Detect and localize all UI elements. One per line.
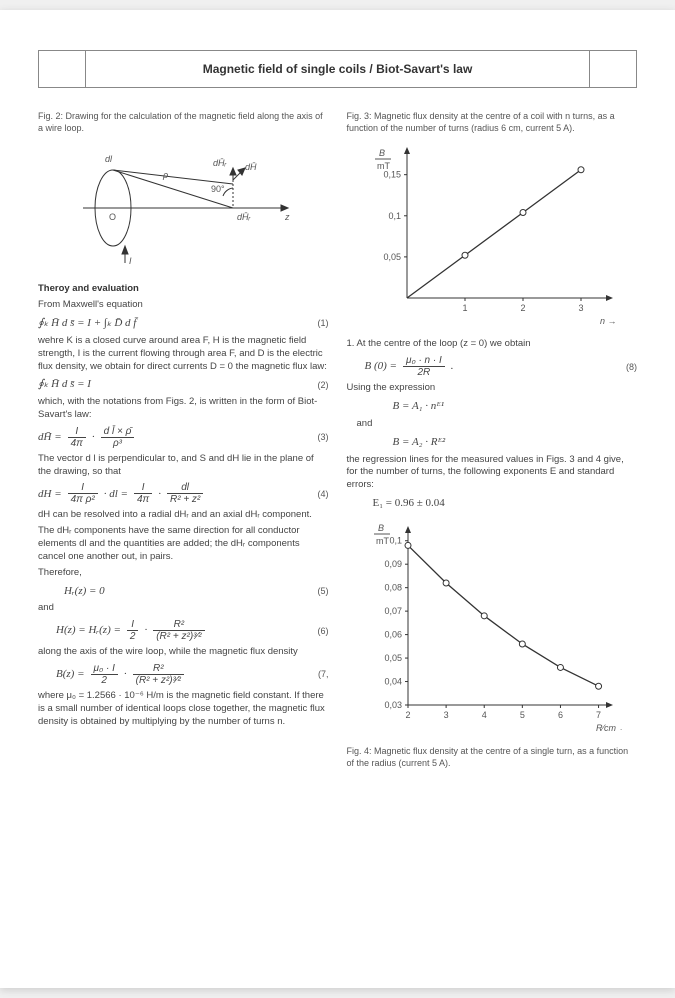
regression-a: B = A₁ · nᴱ¹	[347, 399, 638, 414]
eq2-number: (2)	[318, 379, 329, 391]
svg-text:3: 3	[443, 710, 448, 720]
equation-5: Hᵣ(z) = 0 (5)	[38, 584, 329, 599]
theory-heading: Theroy and evaluation	[38, 283, 329, 296]
fig2-O-label: O	[109, 212, 116, 222]
equation-2: ∮ₖ H̄ d s̄ = I (2)	[38, 377, 329, 392]
svg-text:6: 6	[558, 710, 563, 720]
para-8: and	[38, 602, 329, 615]
eq3-frac-b: d l̄ × ρ̄ ρ³	[101, 426, 135, 449]
right-column: Fig. 3: Magnetic flux density at the cen…	[347, 110, 638, 772]
equation-6: H(z) = Hᵣ(z) = I 2 · R² (R² + z²)³⁄² (6)	[38, 619, 329, 642]
fig3-chart: BmT0,150,10,05123n →	[362, 138, 622, 328]
svg-text:0,07: 0,07	[384, 606, 402, 616]
para-from-maxwell: From Maxwell's equation	[38, 299, 329, 312]
svg-text:0,05: 0,05	[384, 653, 402, 663]
svg-text:0,06: 0,06	[384, 629, 402, 639]
para-3: which, with the notations from Figs. 2, …	[38, 396, 329, 422]
fig4-chart: BmT0,1 0,09 0,08 0,07 0,06 0,05 0,04 0,032 3 4 5 6 7…	[362, 515, 622, 735]
svg-text:0,1: 0,1	[389, 536, 402, 546]
page-title: Magnetic field of single coils / Biot-Sa…	[86, 51, 589, 87]
eq3-number: (3)	[318, 431, 329, 443]
title-box-right	[589, 51, 636, 87]
para-5: dH can be resolved into a radial dHᵣ and…	[38, 509, 329, 522]
svg-text:7: 7	[596, 710, 601, 720]
fig4-caption: Fig. 4: Magnetic flux density at the cen…	[347, 745, 638, 769]
svg-text:B: B	[378, 523, 384, 533]
svg-text:0,15: 0,15	[383, 170, 401, 180]
columns: Fig. 2: Drawing for the calculation of t…	[38, 110, 637, 772]
equation-4: dH = I 4π ρ² · dl = I 4π · dl R² + z² (4…	[38, 482, 329, 505]
svg-text:0,03: 0,03	[384, 700, 402, 710]
exponent-e1: E₁ = 0.96 ± 0.04	[347, 496, 638, 511]
right-p2: Using the expression	[347, 382, 638, 395]
fig2-dHr-label: dH̄ᵣ	[213, 158, 227, 168]
equation-7: B(z) = μ₀ · I 2 · R² (R² + z²)³⁄² (7,	[38, 663, 329, 686]
fig2-dHz-label: dH̄ᵣ	[237, 212, 251, 222]
eq2-body: ∮ₖ H̄ d s̄ = I	[38, 377, 91, 392]
svg-text:B: B	[379, 148, 385, 158]
svg-text:3: 3	[578, 303, 583, 313]
svg-text:0,1: 0,1	[388, 211, 401, 221]
title-bar: Magnetic field of single coils / Biot-Sa…	[38, 50, 637, 88]
page: Magnetic field of single coils / Biot-Sa…	[0, 10, 675, 988]
svg-text:2: 2	[405, 710, 410, 720]
fig2-dl-label: dl	[105, 154, 113, 164]
svg-text:1: 1	[462, 303, 467, 313]
svg-text:0,05: 0,05	[383, 252, 401, 262]
eq1-number: (1)	[318, 317, 329, 329]
svg-text:R⁄cm →: R⁄cm →	[596, 723, 622, 733]
svg-text:5: 5	[520, 710, 525, 720]
regression-b: B = A₂ · Rᴱ²	[347, 435, 638, 450]
eq4-number: (4)	[318, 488, 329, 500]
para-10: where μ₀ = 1.2566 · 10⁻⁶ H/m is the magn…	[38, 690, 329, 728]
left-column: Fig. 2: Drawing for the calculation of t…	[38, 110, 329, 772]
svg-text:mT: mT	[376, 536, 389, 546]
svg-text:0,08: 0,08	[384, 583, 402, 593]
para-6: The dHᵣ components have the same directi…	[38, 525, 329, 563]
para-7: Therefore,	[38, 567, 329, 580]
right-p1: 1. At the centre of the loop (z = 0) we …	[347, 338, 638, 351]
para-4: The vector d l is perpendicular to, and …	[38, 453, 329, 479]
equation-3: dH̄ = I 4π · d l̄ × ρ̄ ρ³ (3)	[38, 426, 329, 449]
right-and: and	[357, 418, 638, 431]
title-box-left	[39, 51, 86, 87]
equation-8: B (0) = μ₀ · n · I 2R . (8)	[347, 355, 638, 378]
svg-text:0,04: 0,04	[384, 676, 402, 686]
para-9: along the axis of the wire loop, while t…	[38, 646, 329, 659]
right-p3: the regression lines for the measured va…	[347, 454, 638, 492]
eq1-body: ∮ₖ H̄ d s̄ = I + ∫ₖ D̄ d f̄	[38, 316, 136, 331]
svg-text:4: 4	[481, 710, 486, 720]
fig2-diagram: dl ρ dH̄ᵣ dH̄ 90° dH̄ᵣ O z I	[63, 138, 303, 273]
fig2-rho-label: ρ	[162, 170, 168, 180]
fig3-caption: Fig. 3: Magnetic flux density at the cen…	[347, 110, 638, 134]
fig2-caption: Fig. 2: Drawing for the calculation of t…	[38, 110, 329, 134]
svg-text:2: 2	[520, 303, 525, 313]
svg-text:n →: n →	[600, 316, 617, 326]
fig2-I-label: I	[129, 256, 132, 266]
svg-text:0,09: 0,09	[384, 559, 402, 569]
fig2-angle-label: 90°	[211, 184, 225, 194]
eq3-frac-a: I 4π	[68, 426, 86, 449]
para-2: wehre K is a closed curve around area F,…	[38, 335, 329, 373]
equation-1: ∮ₖ H̄ d s̄ = I + ∫ₖ D̄ d f̄ (1)	[38, 316, 329, 331]
fig2-z-label: z	[284, 212, 290, 222]
eq3-lhs: dH̄ =	[38, 430, 62, 445]
fig2-dH-label: dH̄	[245, 162, 257, 172]
